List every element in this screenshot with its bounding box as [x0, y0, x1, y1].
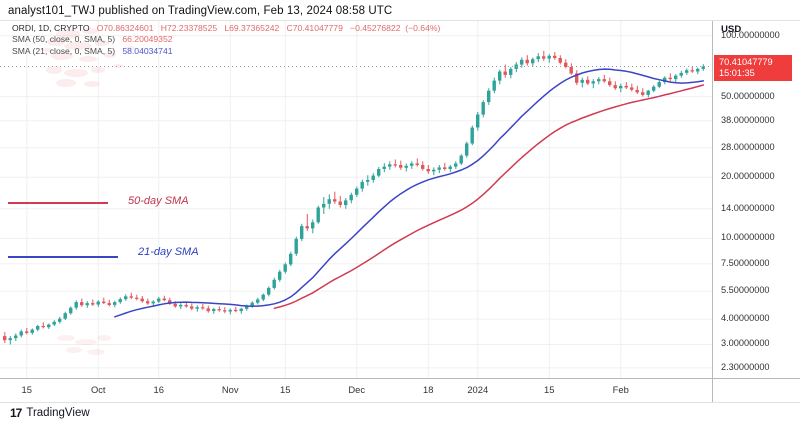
- date-tick: Nov: [221, 384, 239, 395]
- legend-open-value: 70.86324601: [103, 23, 154, 33]
- axis-corner: [712, 378, 800, 402]
- price-tick: 5.50000000: [721, 285, 770, 296]
- price-tick: 50.00000000: [721, 90, 775, 101]
- date-tick: 15: [21, 384, 32, 395]
- legend-close-label: C: [286, 23, 293, 33]
- tradingview-brand-text: TradingView: [26, 407, 90, 419]
- date-axis[interactable]: 15 Oct 16 Nov 15 Dec 18 2024 15 Feb: [0, 378, 800, 403]
- date-tick: 18: [423, 384, 434, 395]
- price-tick: 14.00000000: [721, 202, 775, 213]
- footer-separator: [0, 402, 800, 403]
- legend-symbol[interactable]: ORDI, 1D, CRYPTO: [12, 23, 90, 33]
- date-tick: Oct: [90, 384, 106, 395]
- legend-sma50-value: 66.20049352: [122, 34, 173, 45]
- price-axis[interactable]: USD 100.00000000 50.00000000 38.00000000 28…: [712, 21, 800, 378]
- publisher-line: analyst101_TWJ published on TradingView.…: [8, 5, 393, 17]
- legend-low-value: 69.37365242: [229, 23, 280, 33]
- legend-sma21-value: 58.04034741: [122, 45, 173, 56]
- current-price-time: 15:01:35: [719, 67, 755, 78]
- legend-change: −0.45276822: [350, 23, 401, 33]
- sma50-annotation-label: 50-day SMA: [128, 195, 189, 207]
- legend-open-label: O: [96, 23, 104, 33]
- header-separator: [0, 20, 800, 21]
- date-tick: Feb: [612, 384, 629, 395]
- price-tick: 7.50000000: [721, 257, 770, 268]
- legend-ohlc-row: ORDI, 1D, CRYPTO O70.86324601 H72.233785…: [12, 23, 440, 34]
- legend-high-value: 72.23378525: [166, 23, 218, 33]
- date-tick: Dec: [348, 384, 366, 395]
- date-tick: 16: [153, 384, 164, 395]
- legend-high-label: H: [160, 23, 167, 33]
- legend-sma21-title[interactable]: SMA (21, close, 0, SMA, 5): [12, 45, 116, 56]
- chart-legend: ORDI, 1D, CRYPTO O70.86324601 H72.233785…: [12, 23, 440, 57]
- sma21-annotation-line: [8, 256, 118, 258]
- date-tick: 2024: [467, 384, 489, 395]
- price-tick: 38.00000000: [721, 114, 775, 125]
- chart-plot-area[interactable]: [0, 21, 712, 378]
- tradingview-logo-icon: 17: [10, 406, 22, 420]
- sma21-annotation-label: 21-day SMA: [138, 246, 199, 258]
- legend-close-value: 70.41047779: [292, 23, 343, 33]
- candlestick-canvas: [0, 21, 712, 378]
- date-tick: 15: [280, 384, 291, 395]
- current-price-badge: 70.41047779 15:01:35: [714, 55, 792, 82]
- price-tick: 28.00000000: [721, 141, 775, 152]
- legend-change-percent: (−0.64%): [405, 23, 441, 33]
- price-tick: 100.00000000: [721, 29, 780, 40]
- price-tick: 10.00000000: [721, 232, 775, 243]
- sma50-annotation-line: [8, 202, 108, 204]
- price-tick: 3.00000000: [721, 338, 770, 349]
- legend-sma21-row: SMA (21, close, 0, SMA, 5) 58.04034741: [12, 46, 440, 57]
- price-tick: 2.30000000: [721, 361, 770, 372]
- price-tick: 4.00000000: [721, 313, 770, 324]
- date-tick: 15: [544, 384, 555, 395]
- price-tick: 20.00000000: [721, 171, 775, 182]
- legend-sma50-title[interactable]: SMA (50, close, 0, SMA, 5): [12, 34, 116, 45]
- price-axis-unit: USD: [721, 24, 742, 35]
- tradingview-brand[interactable]: 17 TradingView: [10, 406, 90, 420]
- current-price-value: 70.41047779: [719, 57, 773, 68]
- legend-sma50-row: SMA (50, close, 0, SMA, 5) 66.20049352: [12, 34, 440, 45]
- legend-low-label: L: [224, 23, 230, 33]
